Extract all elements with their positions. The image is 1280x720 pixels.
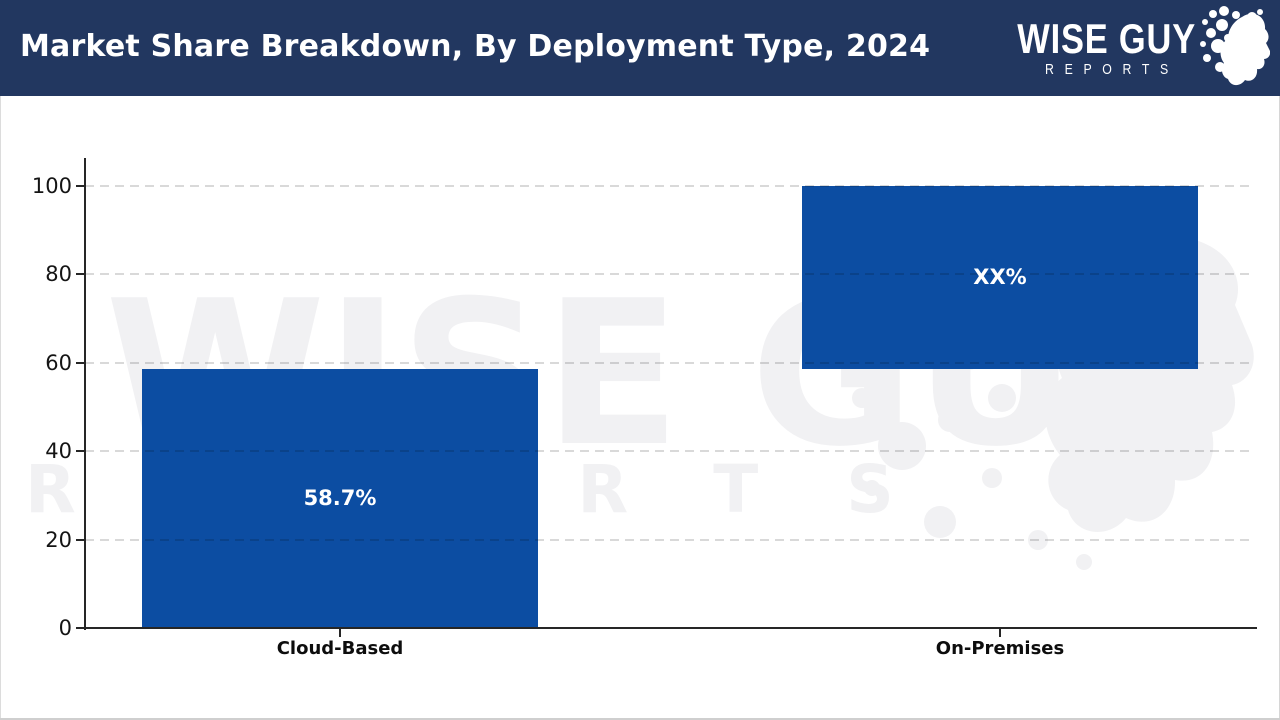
figure-bottom-border [0,718,1280,720]
wiseguy-logo: WISE GUY REPORTS [978,4,1270,92]
x-tick-mark [999,628,1001,637]
gridline-100 [85,185,1252,187]
y-axis-spine [84,158,86,630]
page-title: Market Share Breakdown, By Deployment Ty… [20,28,931,64]
x-category-label: On-Premises [935,638,1065,659]
bar-value-label: XX% [973,265,1027,290]
header: Market Share Breakdown, By Deployment Ty… [0,0,1280,96]
x-category-label: Cloud-Based [276,638,404,659]
x-axis-spine [84,627,1257,629]
x-tick-mark [339,628,341,637]
y-tick-mark [76,538,84,541]
y-tick-label: 40 [45,439,72,464]
y-tick-mark [76,450,84,453]
y-tick-mark [76,185,84,187]
logo-subtitle: REPORTS [1045,61,1179,78]
y-tick-mark [76,361,84,364]
gridline-20 [85,538,1252,541]
bar-cloud-based [142,368,538,628]
y-tick-mark [76,627,84,629]
y-tick-label: 0 [58,616,72,640]
y-tick-mark [76,273,84,276]
logo-wordmark: WISE GUY [1017,15,1196,62]
y-tick-label: 100 [31,174,72,198]
gridline-80 [85,273,1252,276]
y-tick-label: 20 [45,527,72,552]
wiseguy-face-icon [1200,6,1270,86]
y-tick-label: 60 [45,350,72,375]
wiseguy-logo-text: WISE GUY REPORTS [1017,17,1196,79]
bar-value-label: 58.7% [303,486,377,511]
gridline-60 [85,361,1252,364]
gridline-40 [85,450,1252,453]
y-tick-label: 80 [45,262,72,287]
